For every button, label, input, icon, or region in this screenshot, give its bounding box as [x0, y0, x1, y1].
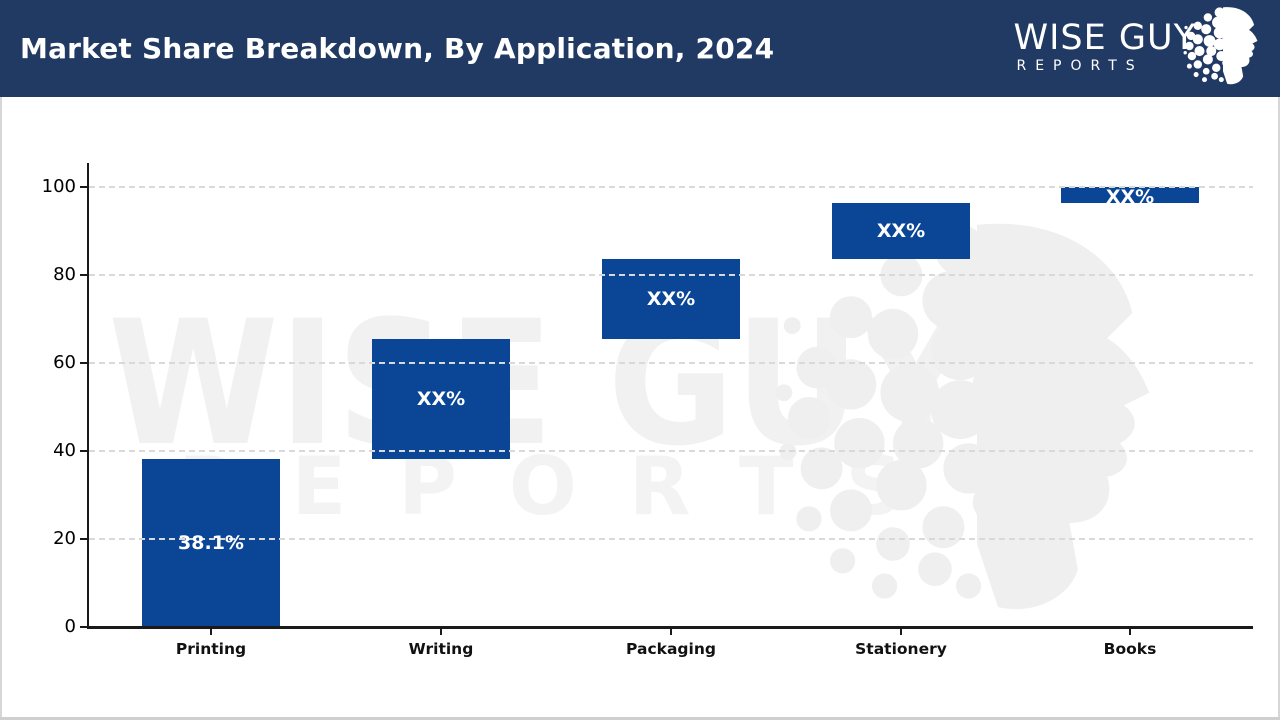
x-tick-mark	[1129, 628, 1131, 635]
y-tick-mark	[80, 274, 87, 276]
x-axis-label-writing: Writing	[408, 640, 474, 658]
y-tick-label: 80	[53, 264, 76, 285]
y-tick-label: 0	[64, 616, 76, 637]
x-tick-mark	[670, 628, 672, 635]
bar-label-packaging: XX%	[646, 287, 696, 310]
wiseguy-logo: WISE GUY REPORTS	[1013, 6, 1266, 88]
x-axis-label-stationery: Stationery	[855, 640, 947, 658]
bar-books	[1061, 187, 1199, 203]
bar-packaging	[602, 259, 740, 339]
bar-label-books: XX%	[1105, 186, 1155, 208]
x-axis-label-packaging: Packaging	[626, 640, 716, 658]
page-border-left	[0, 97, 2, 720]
logo-reports-text: REPORTS	[1016, 57, 1144, 74]
x-tick-mark	[210, 628, 212, 635]
bar-label-writing: XX%	[416, 388, 466, 411]
bar-writing	[372, 338, 510, 460]
y-tick-mark	[80, 626, 87, 628]
bar-label-printing: 38.1%	[178, 532, 244, 555]
bar-printing	[142, 459, 280, 627]
x-tick-mark	[440, 628, 442, 635]
page-border-right	[1278, 97, 1280, 720]
y-tick-mark	[80, 450, 87, 452]
y-tick-label: 40	[53, 440, 76, 461]
y-tick-label: 20	[53, 528, 76, 549]
y-tick-mark	[80, 538, 87, 540]
logo-face-icon	[1182, 7, 1258, 85]
page-border-bottom	[0, 717, 1280, 720]
gridline-60	[89, 362, 1253, 364]
gridline-100	[89, 186, 1253, 188]
y-tick-mark	[80, 362, 87, 364]
gridline-80	[89, 274, 1253, 276]
x-axis-label-printing: Printing	[175, 640, 247, 658]
x-axis-label-books: Books	[1103, 640, 1157, 658]
y-tick-label: 60	[53, 352, 76, 373]
page-title: Market Share Breakdown, By Application, …	[20, 32, 775, 65]
x-tick-mark	[900, 628, 902, 635]
y-tick-mark	[80, 186, 87, 188]
gridline-40	[89, 450, 1253, 452]
x-axis-line	[87, 626, 1253, 629]
bar-label-stationery: XX%	[876, 219, 926, 242]
y-tick-label: 100	[41, 176, 76, 197]
y-axis-line	[87, 163, 89, 629]
logo-wiseguy-text: WISE GUY	[1013, 18, 1196, 59]
header-bar: Market Share Breakdown, By Application, …	[0, 0, 1280, 97]
gridline-20	[89, 538, 1253, 540]
